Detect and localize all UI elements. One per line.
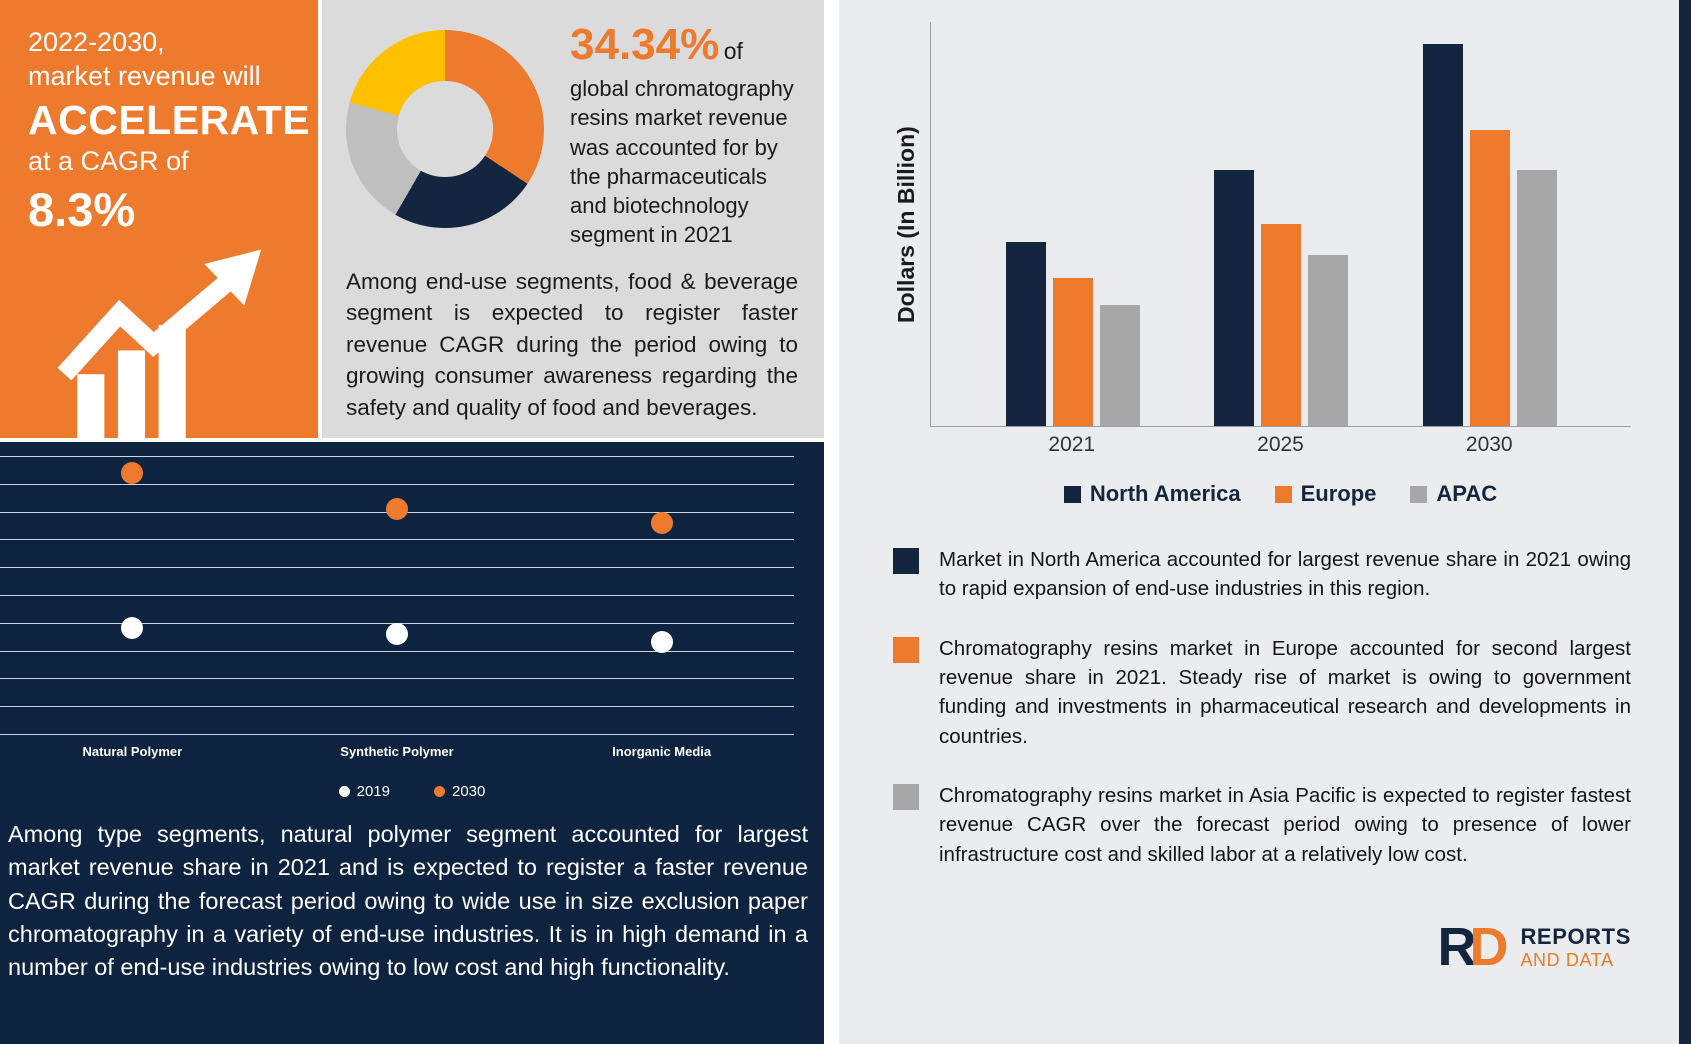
legend-item-apac: APAC — [1410, 481, 1497, 507]
left-column: 2022-2030, market revenue will ACCELERAT… — [0, 0, 824, 1044]
x-tick-label: 2025 — [1257, 433, 1304, 456]
category-label-synthetic-polymer: Synthetic Polymer — [340, 744, 454, 759]
bullet-north-america: Market in North America accounted for la… — [893, 545, 1631, 604]
legend-dot-2019 — [338, 786, 350, 797]
legend-swatch-europe — [1274, 485, 1292, 503]
legend-item-europe: Europe — [1274, 481, 1377, 507]
bullet-apac: Chromatography resins market in Asia Pac… — [893, 781, 1631, 869]
data-point-2019 — [650, 631, 673, 654]
gridline — [0, 567, 794, 569]
category-label-inorganic-media: Inorganic Media — [612, 744, 712, 759]
gridline — [0, 539, 794, 541]
bar-APAC-2030 — [1516, 170, 1557, 426]
bar-group-2025 — [1214, 22, 1348, 426]
legend-swatch-north-america — [1063, 485, 1081, 503]
regional-panel: Dollars (In Billion) 2021 2025 2030 North … — [839, 0, 1679, 1044]
gridline — [0, 734, 794, 735]
legend-label-apac: APAC — [1436, 481, 1498, 506]
bullet-europe: Chromatography resins market in Europe a… — [893, 634, 1631, 751]
reports-and-data-logo: R D REPORTS AND DATA — [1437, 920, 1631, 974]
stat-value: 34.34% — [570, 20, 720, 69]
bullet-text-north-america: Market in North America accounted for la… — [939, 548, 1631, 601]
category-label-natural-polymer: Natural Polymer — [82, 744, 183, 759]
gridline — [0, 706, 794, 708]
x-tick-label: 2030 — [1465, 433, 1513, 456]
stat-description: global chromatography resins market reve… — [570, 76, 794, 248]
bullet-swatch-apac — [893, 783, 919, 810]
bar-Europe-2030 — [1469, 129, 1510, 426]
logo-letter-r: R — [1437, 917, 1477, 977]
bar-Europe-2021 — [1052, 277, 1093, 426]
legend-item-north-america: North America — [1063, 481, 1241, 507]
legend-dot-2030 — [434, 786, 445, 797]
logo-text-reports: REPORTS — [1520, 923, 1631, 949]
stat-suffix: of — [723, 38, 743, 64]
logo-text-and-data: AND DATA — [1520, 949, 1614, 970]
logo-text: REPORTS AND DATA — [1520, 924, 1631, 971]
data-point-2019 — [121, 617, 144, 640]
donut-chart — [346, 30, 544, 228]
legend-label-europe: Europe — [1300, 481, 1377, 506]
segment-panel: 34.34% of global chromatography resins m… — [322, 0, 824, 438]
bar-group-2021 — [1005, 22, 1140, 426]
type-paragraph: Among type segments, natural polymer seg… — [8, 821, 808, 981]
regional-bar-chart: Dollars (In Billion) 2021 2025 2030 North … — [893, 22, 1631, 507]
top-row: 2022-2030, market revenue will ACCELERAT… — [0, 0, 824, 443]
right-edge-stripe — [1679, 0, 1691, 1044]
bar-North America-2021 — [1005, 241, 1046, 426]
type-panel: Natural Polymer Synthetic Polymer Inorga… — [0, 442, 824, 1044]
cagr-range: 2022-2030, — [28, 27, 165, 57]
legend-label-2019: 2019 — [356, 783, 390, 800]
bar-chart-column: 2021 2025 2030 North America Europe APAC — [930, 22, 1631, 507]
segment-panel-top: 34.34% of global chromatography resins m… — [346, 20, 798, 250]
cagr-value: 8.3% — [28, 183, 136, 237]
bar-plot — [930, 22, 1631, 427]
gridline — [0, 650, 794, 652]
stat-block: 34.34% of global chromatography resins m… — [570, 20, 798, 250]
legend-label-north-america: North America — [1089, 481, 1241, 506]
dot-plot-categories: Natural Polymer Synthetic Polymer Inorga… — [0, 744, 794, 759]
gridline — [0, 456, 794, 457]
bar-APAC-2021 — [1099, 304, 1140, 426]
segment-paragraph: Among end-use segments, food & beverage … — [346, 268, 798, 420]
dot-plot-area — [0, 456, 794, 735]
bar-group-2030 — [1422, 22, 1557, 426]
cagr-line3: at a CAGR of — [28, 145, 189, 176]
bullet-text-europe: Chromatography resins market in Europe a… — [939, 636, 1631, 748]
data-point-2030 — [386, 497, 408, 520]
logo-rd-icon: R D — [1437, 920, 1508, 974]
cagr-panel: 2022-2030, market revenue will ACCELERAT… — [0, 0, 318, 443]
x-tick-label: 2021 — [1048, 433, 1096, 456]
bullet-list: Market in North America accounted for la… — [893, 545, 1631, 869]
legend-swatch-apac — [1410, 485, 1428, 503]
legend-item-2030: 2030 — [434, 783, 485, 800]
bullet-swatch-north-america — [893, 548, 919, 574]
data-point-2019 — [386, 622, 408, 645]
gridline — [0, 678, 794, 680]
gridline — [0, 595, 794, 596]
legend-item-2019: 2019 — [338, 783, 390, 800]
data-point-2030 — [650, 511, 673, 534]
gridline — [0, 483, 794, 485]
logo-letter-d: D — [1469, 917, 1509, 977]
bar-groups — [931, 22, 1631, 426]
bar-North America-2030 — [1422, 44, 1463, 426]
bar-ticks: 2021 2025 2030 — [930, 433, 1631, 457]
bar-legend: North America Europe APAC — [930, 481, 1631, 507]
cagr-line2: market revenue will — [28, 60, 261, 91]
dot-plot-legend: 2019 2030 — [0, 783, 824, 800]
bar-Europe-2025 — [1261, 224, 1301, 426]
bullet-swatch-europe — [893, 636, 919, 663]
legend-label-2030: 2030 — [452, 783, 486, 800]
bullet-text-apac: Chromatography resins market in Asia Pac… — [939, 783, 1631, 866]
bar-APAC-2025 — [1308, 255, 1348, 426]
y-axis-label: Dollars (In Billion) — [893, 126, 919, 323]
bar-North America-2025 — [1214, 170, 1254, 426]
data-point-2030 — [121, 461, 144, 484]
growth-arrow-icon — [28, 237, 296, 443]
accelerate-text: ACCELERATE — [28, 96, 311, 143]
